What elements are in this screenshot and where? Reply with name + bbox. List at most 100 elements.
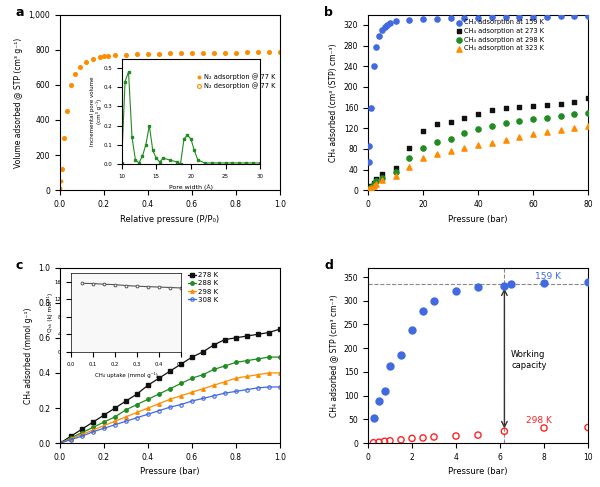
298 K	[67, 436, 74, 442]
CH₄ adsorption at 273 K	[366, 182, 376, 190]
CH₄ adsorption at 298 K	[366, 183, 376, 191]
CH₄ adsorption at 273 K	[514, 103, 524, 111]
CH₄ adsorption at 323 K	[364, 186, 374, 194]
CH₄ adsorption at 323 K	[377, 177, 386, 185]
278 K	[89, 419, 97, 425]
298 K	[155, 401, 163, 407]
CH₄ adsorption at 273 K	[473, 110, 483, 118]
N₂ adsorption @ 77 K	[211, 50, 218, 56]
CH₄ adsorption at 159 K	[446, 14, 455, 22]
CH₄ adsorption at 323 K	[418, 154, 428, 162]
N₂ desorption @ 77 K	[96, 54, 103, 60]
CH₄ adsorption at 273 K	[569, 98, 579, 106]
308 K	[56, 440, 64, 446]
N₂ desorption @ 77 K	[112, 53, 119, 58]
N₂ desorption @ 77 K	[232, 50, 239, 56]
298 K	[178, 393, 185, 399]
CH₄ adsorption at 273 K	[404, 144, 414, 152]
N₂ desorption @ 77 K	[63, 108, 70, 114]
CH₄ adsorption at 323 K	[365, 186, 374, 193]
CH₄ adsorption at 298 K	[542, 114, 551, 122]
CH₄ adsorption at 298 K	[460, 130, 469, 137]
298 K	[211, 382, 218, 388]
Text: Working
capacity: Working capacity	[511, 351, 547, 370]
CH₄ adsorption at 159 K	[514, 13, 524, 20]
278 K	[166, 368, 173, 374]
CH₄ adsorption at 298 K	[514, 117, 524, 125]
Line: 298 K: 298 K	[58, 371, 282, 445]
CH₄ adsorption at 159 K	[556, 12, 565, 20]
CH₄ adsorption at 273 K	[432, 120, 442, 128]
CH₄ adsorption at 273 K	[528, 102, 538, 110]
288 K	[199, 372, 206, 377]
288 K	[56, 440, 64, 446]
CH₄ adsorption at 273 K	[460, 114, 469, 122]
Point	[418, 307, 428, 315]
N₂ desorption @ 77 K	[188, 50, 196, 56]
N₂ desorption @ 77 K	[100, 54, 107, 59]
CH₄ adsorption at 273 K	[364, 186, 374, 193]
N₂ desorption @ 77 K	[166, 51, 173, 56]
288 K	[122, 407, 130, 412]
Line: 288 K: 288 K	[58, 356, 282, 445]
CH₄ adsorption at 159 K	[365, 142, 374, 150]
CH₄ adsorption at 273 K	[542, 101, 551, 109]
CH₄ adsorption at 323 K	[556, 126, 565, 134]
308 K	[221, 390, 229, 396]
Point	[374, 397, 384, 405]
CH₄ adsorption at 323 K	[460, 144, 469, 152]
CH₄ adsorption at 298 K	[418, 144, 428, 152]
CH₄ adsorption at 273 K	[365, 184, 374, 192]
N₂ adsorption @ 77 K	[59, 166, 66, 172]
X-axis label: Relative pressure (P/P₀): Relative pressure (P/P₀)	[121, 215, 220, 224]
278 K	[254, 331, 262, 337]
278 K	[265, 330, 272, 336]
Line: N₂ desorption @ 77 K: N₂ desorption @ 77 K	[60, 50, 282, 171]
Text: 298 K: 298 K	[526, 416, 552, 425]
N₂ adsorption @ 77 K	[63, 108, 70, 114]
N₂ adsorption @ 77 K	[155, 51, 163, 56]
298 K	[232, 375, 239, 381]
298 K	[133, 410, 140, 415]
Point	[583, 278, 593, 286]
278 K	[211, 342, 218, 348]
N₂ adsorption @ 77 K	[166, 51, 173, 56]
298 K	[145, 405, 152, 411]
N₂ adsorption @ 77 K	[188, 50, 196, 56]
278 K	[133, 391, 140, 397]
288 K	[178, 380, 185, 386]
Point	[374, 438, 384, 446]
288 K	[211, 367, 218, 373]
N₂ desorption @ 77 K	[244, 50, 251, 56]
CH₄ adsorption at 273 K	[556, 100, 565, 108]
298 K	[89, 427, 97, 433]
CH₄ adsorption at 323 K	[446, 147, 455, 155]
CH₄ adsorption at 159 K	[385, 19, 395, 27]
278 K	[277, 326, 284, 332]
308 K	[265, 384, 272, 390]
Point	[385, 437, 395, 445]
CH₄ adsorption at 159 K	[473, 14, 483, 21]
298 K	[79, 431, 86, 437]
Point	[506, 280, 516, 287]
N₂ adsorption @ 77 K	[100, 54, 107, 59]
N₂ adsorption @ 77 K	[277, 49, 284, 55]
CH₄ adsorption at 298 K	[371, 178, 381, 186]
288 K	[265, 354, 272, 360]
CH₄ adsorption at 323 K	[542, 129, 551, 136]
CH₄ adsorption at 159 K	[460, 14, 469, 21]
308 K	[254, 385, 262, 391]
278 K	[155, 375, 163, 381]
288 K	[221, 363, 229, 369]
298 K	[277, 370, 284, 376]
Point	[369, 439, 379, 447]
278 K	[56, 440, 64, 446]
Text: b: b	[324, 6, 333, 19]
Point	[500, 428, 509, 435]
CH₄ adsorption at 298 K	[377, 174, 386, 182]
CH₄ adsorption at 273 K	[371, 175, 381, 183]
CH₄ adsorption at 298 K	[369, 180, 379, 188]
Point	[369, 414, 379, 422]
CH₄ adsorption at 298 K	[528, 115, 538, 123]
CH₄ adsorption at 273 K	[369, 179, 379, 187]
